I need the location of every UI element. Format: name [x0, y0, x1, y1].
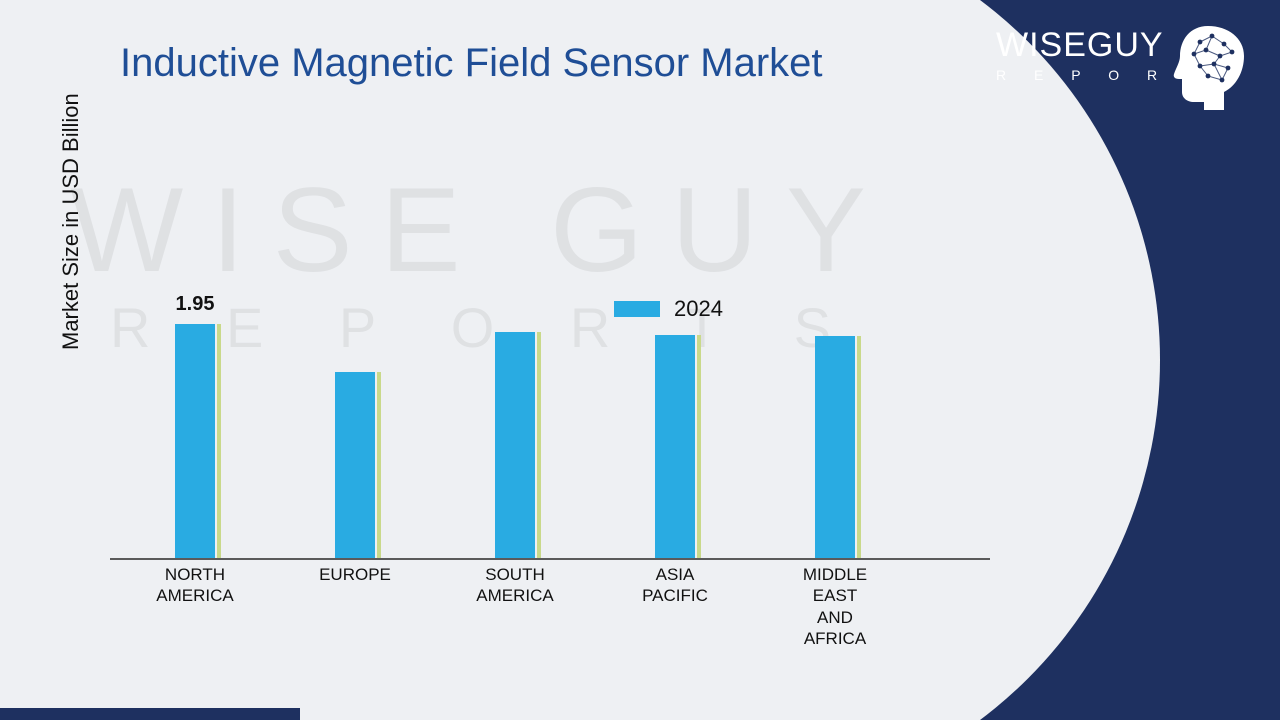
category-label: NORTH AMERICA [120, 564, 270, 607]
bar [815, 336, 855, 558]
bar-edge [377, 372, 381, 558]
category-label: MIDDLE EAST AND AFRICA [760, 564, 910, 649]
accent-bottom-bar [0, 708, 300, 720]
y-axis-label: Market Size in USD Billion [58, 93, 84, 350]
bar-edge [697, 335, 701, 558]
x-axis-line [110, 558, 990, 560]
brand-logo: WISEGUY R E P O R T S [996, 26, 1246, 112]
report-canvas: WISE GUYR E P O R T S WISEGUY R E P O R … [0, 0, 1280, 720]
brain-head-icon [1170, 22, 1250, 112]
bar [335, 372, 375, 558]
legend-label: 2024 [674, 296, 723, 322]
bar-value-label: 1.95 [120, 293, 270, 316]
category-label: EUROPE [280, 564, 430, 585]
bar [175, 324, 215, 558]
category-label: SOUTH AMERICA [440, 564, 590, 607]
bar [655, 335, 695, 558]
bar-edge [857, 336, 861, 558]
bar-edge [217, 324, 221, 558]
category-label: ASIA PACIFIC [600, 564, 750, 607]
chart-title: Inductive Magnetic Field Sensor Market [120, 38, 840, 88]
legend: 2024 [614, 296, 723, 322]
bar-edge [537, 332, 541, 558]
bar-chart: 1.95NORTH AMERICAEUROPESOUTH AMERICAASIA… [110, 150, 990, 560]
bar [495, 332, 535, 558]
legend-swatch [614, 301, 660, 317]
